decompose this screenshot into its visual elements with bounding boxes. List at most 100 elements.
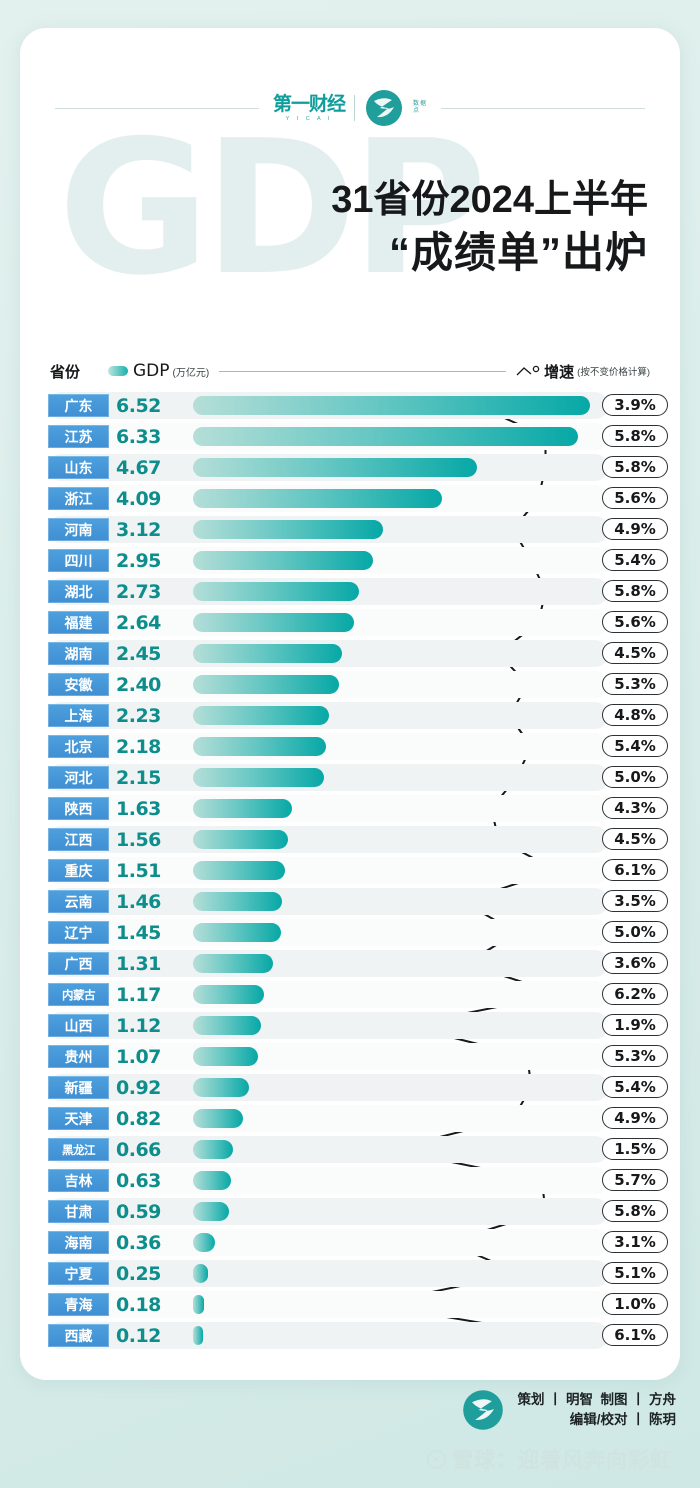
gdp-value: 4.67 xyxy=(116,456,161,479)
credit-sep-3: 丨 xyxy=(631,1412,646,1427)
row-stripe xyxy=(48,981,608,1008)
growth-rate-pill: 6.2% xyxy=(602,983,668,1005)
legend-province-label: 省份 xyxy=(50,363,81,381)
gdp-bar xyxy=(193,551,373,570)
province-chip[interactable]: 浙江 xyxy=(48,487,109,510)
province-chip[interactable]: 河南 xyxy=(48,518,109,541)
province-chip[interactable]: 湖北 xyxy=(48,580,109,603)
province-chip[interactable]: 河北 xyxy=(48,766,109,789)
gdp-value: 3.12 xyxy=(116,518,161,541)
gdp-bar xyxy=(193,1047,259,1066)
gdp-value: 1.12 xyxy=(116,1014,161,1037)
gdp-bar xyxy=(193,1202,229,1221)
growth-rate-pill: 5.3% xyxy=(602,673,668,695)
table-row: 河北 2.15 5.0% xyxy=(20,762,680,793)
gdp-bar xyxy=(193,768,324,787)
table-row: 辽宁 1.45 5.0% xyxy=(20,917,680,948)
province-chip[interactable]: 甘肃 xyxy=(48,1200,109,1223)
province-chip[interactable]: 江西 xyxy=(48,828,109,851)
province-chip[interactable]: 湖南 xyxy=(48,642,109,665)
gdp-value: 1.45 xyxy=(116,921,161,944)
growth-rate-pill: 3.5% xyxy=(602,890,668,912)
row-stripe xyxy=(48,1198,608,1225)
growth-rate-pill: 5.1% xyxy=(602,1262,668,1284)
table-row: 北京 2.18 5.4% xyxy=(20,731,680,762)
row-stripe xyxy=(48,857,608,884)
gdp-value: 1.31 xyxy=(116,952,161,975)
watermark-text: 雪球：迎着风奔向彩虹 xyxy=(452,1449,672,1472)
gdp-value: 1.07 xyxy=(116,1045,161,1068)
growth-rate-pill: 6.1% xyxy=(602,1324,668,1346)
credit-name-graphics: 方舟 xyxy=(649,1391,676,1407)
province-chip[interactable]: 北京 xyxy=(48,735,109,758)
gdp-value: 1.63 xyxy=(116,797,161,820)
row-stripe xyxy=(48,919,608,946)
province-chip[interactable]: 江苏 xyxy=(48,425,109,448)
gdp-bar xyxy=(193,861,285,880)
province-chip[interactable]: 新疆 xyxy=(48,1076,109,1099)
table-row: 四川 2.95 5.4% xyxy=(20,545,680,576)
table-row: 江苏 6.33 5.8% xyxy=(20,421,680,452)
growth-rate-pill: 5.8% xyxy=(602,456,668,478)
shududian-caption: 数据 点 xyxy=(413,100,428,115)
province-chip[interactable]: 贵州 xyxy=(48,1045,109,1068)
growth-rate-pill: 4.9% xyxy=(602,1107,668,1129)
growth-rate-pill: 4.5% xyxy=(602,642,668,664)
province-chip[interactable]: 重庆 xyxy=(48,859,109,882)
growth-rate-pill: 1.0% xyxy=(602,1293,668,1315)
gdp-value: 0.66 xyxy=(116,1138,161,1161)
gdp-value: 0.63 xyxy=(116,1169,161,1192)
gdp-value: 1.56 xyxy=(116,828,161,851)
province-chip[interactable]: 天津 xyxy=(48,1107,109,1130)
growth-rate-pill: 5.4% xyxy=(602,1076,668,1098)
growth-rate-pill: 5.0% xyxy=(602,766,668,788)
row-stripe xyxy=(48,1322,608,1349)
province-chip[interactable]: 四川 xyxy=(48,549,109,572)
growth-rate-pill: 3.9% xyxy=(602,394,668,416)
row-stripe xyxy=(48,1012,608,1039)
table-row: 广东 6.52 3.9% xyxy=(20,390,680,421)
province-chip[interactable]: 辽宁 xyxy=(48,921,109,944)
province-chip[interactable]: 海南 xyxy=(48,1231,109,1254)
province-chip[interactable]: 黑龙江 xyxy=(48,1138,109,1161)
province-chip[interactable]: 广东 xyxy=(48,394,109,417)
province-chip[interactable]: 上海 xyxy=(48,704,109,727)
table-row: 湖北 2.73 5.8% xyxy=(20,576,680,607)
table-row: 甘肃 0.59 5.8% xyxy=(20,1196,680,1227)
table-row: 福建 2.64 5.6% xyxy=(20,607,680,638)
province-chip[interactable]: 山西 xyxy=(48,1014,109,1037)
province-chip[interactable]: 吉林 xyxy=(48,1169,109,1192)
province-chip[interactable]: 山东 xyxy=(48,456,109,479)
province-chip[interactable]: 宁夏 xyxy=(48,1262,109,1285)
credit-name-editor: 陈玥 xyxy=(649,1412,676,1427)
row-stripe xyxy=(48,950,608,977)
legend-line-marker-icon xyxy=(516,365,540,376)
table-row: 浙江 4.09 5.6% xyxy=(20,483,680,514)
province-chip[interactable]: 福建 xyxy=(48,611,109,634)
gdp-value: 2.40 xyxy=(116,673,161,696)
yicai-logo: 第一财经 Y I C A I xyxy=(272,92,346,122)
growth-rate-pill: 5.7% xyxy=(602,1169,668,1191)
gdp-bar xyxy=(193,923,282,942)
yicai-logo-text: 第一财经 xyxy=(272,92,346,115)
gdp-bar xyxy=(193,582,360,601)
gdp-value: 0.92 xyxy=(116,1076,161,1099)
province-chip[interactable]: 西藏 xyxy=(48,1324,109,1347)
row-stripe xyxy=(48,1260,608,1287)
row-stripe xyxy=(48,764,608,791)
title-line-2: “成绩单”出炉 xyxy=(388,228,648,276)
gdp-value: 0.18 xyxy=(116,1293,161,1316)
brand-header: 第一财经 Y I C A I 数据 点 xyxy=(20,80,680,136)
province-chip[interactable]: 内蒙古 xyxy=(48,983,109,1006)
gdp-value: 2.15 xyxy=(116,766,161,789)
province-chip[interactable]: 陕西 xyxy=(48,797,109,820)
province-chip[interactable]: 广西 xyxy=(48,952,109,975)
growth-rate-pill: 1.5% xyxy=(602,1138,668,1160)
growth-rate-pill: 3.6% xyxy=(602,952,668,974)
ghost-gdp-watermark: GDP xyxy=(58,100,487,316)
province-chip[interactable]: 安徽 xyxy=(48,673,109,696)
legend-gdp-unit: (万亿元) xyxy=(172,367,210,379)
province-chip[interactable]: 青海 xyxy=(48,1293,109,1316)
province-chip[interactable]: 云南 xyxy=(48,890,109,913)
page-title: 31省份2024上半年 “成绩单”出炉 xyxy=(128,178,648,279)
